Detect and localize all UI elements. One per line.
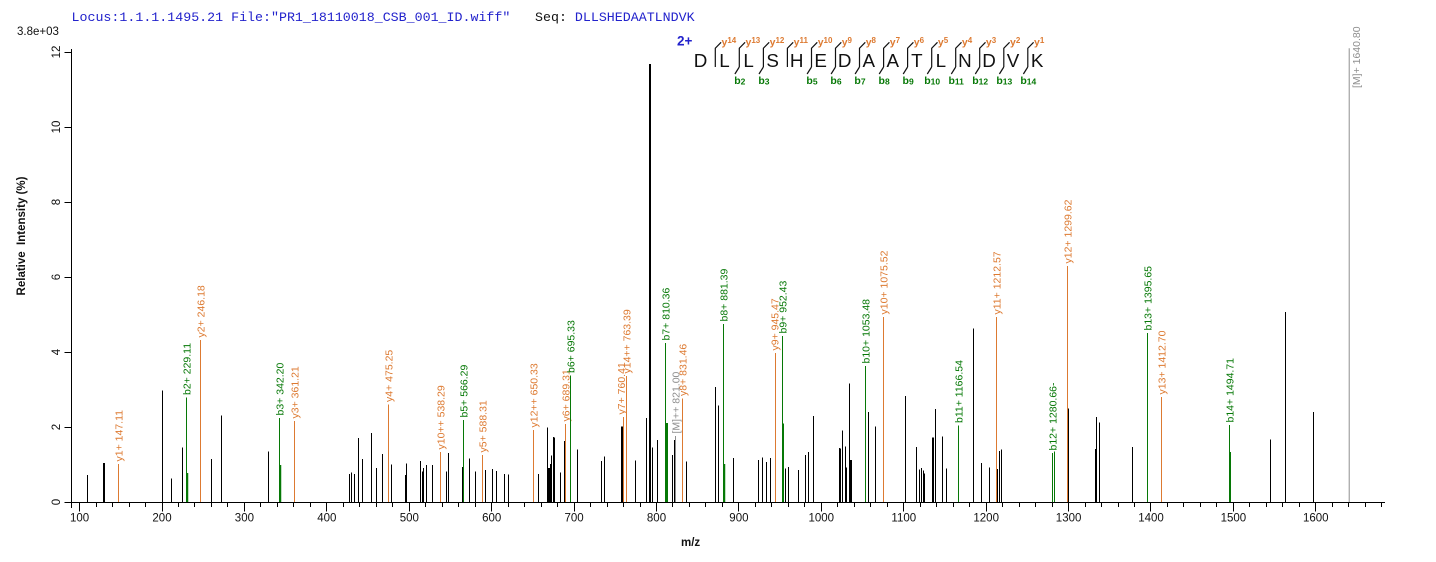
svg-text:b12: b12 xyxy=(972,75,988,87)
svg-text:L: L xyxy=(719,50,729,71)
svg-text:700: 700 xyxy=(565,513,584,525)
svg-text:y9+ 945.47: y9+ 945.47 xyxy=(770,298,782,350)
svg-text:DLLSHEDAATLNDVK: DLLSHEDAATLNDVK xyxy=(575,10,695,25)
svg-text:y2+ 246.18: y2+ 246.18 xyxy=(195,285,207,337)
svg-text:1300: 1300 xyxy=(1056,513,1082,525)
svg-text:y4: y4 xyxy=(962,36,973,49)
svg-text:A: A xyxy=(863,50,876,71)
svg-text:100: 100 xyxy=(70,513,89,525)
svg-text:b7+ 810.36: b7+ 810.36 xyxy=(660,287,672,340)
svg-text:E: E xyxy=(814,50,827,71)
svg-text:3.8e+03: 3.8e+03 xyxy=(17,26,59,38)
svg-text:1100: 1100 xyxy=(891,513,916,525)
svg-text:b13+ 1395.65: b13+ 1395.65 xyxy=(1142,266,1154,331)
svg-text:b12+ 1280.66-: b12+ 1280.66- xyxy=(1047,382,1059,451)
svg-text:y8+ 831.46: y8+ 831.46 xyxy=(677,344,689,396)
svg-text:Relative Intensity (%): Relative Intensity (%) xyxy=(16,176,28,295)
svg-text:6: 6 xyxy=(51,274,63,280)
svg-text:y5+ 588.31: y5+ 588.31 xyxy=(477,400,489,452)
svg-text:D: D xyxy=(694,50,708,71)
svg-text:8: 8 xyxy=(51,199,63,205)
svg-text:b10+ 1053.48: b10+ 1053.48 xyxy=(860,299,872,364)
svg-text:500: 500 xyxy=(400,513,419,525)
svg-text:b3: b3 xyxy=(758,75,769,87)
svg-text:600: 600 xyxy=(482,513,501,525)
svg-text:b11+ 1166.54: b11+ 1166.54 xyxy=(953,360,965,423)
svg-text:b3+ 342.20: b3+ 342.20 xyxy=(274,362,286,415)
svg-text:y10+ 1075.52: y10+ 1075.52 xyxy=(878,250,890,314)
svg-text:y1: y1 xyxy=(1034,36,1045,49)
svg-text:Seq:: Seq: xyxy=(535,10,567,25)
svg-text:b5+ 566.29: b5+ 566.29 xyxy=(458,364,470,417)
svg-text:1600: 1600 xyxy=(1303,513,1329,525)
svg-text:y6: y6 xyxy=(914,36,925,49)
svg-text:b8: b8 xyxy=(879,75,890,87)
svg-text:D: D xyxy=(982,50,996,71)
svg-text:V: V xyxy=(1007,50,1020,71)
svg-text:y2: y2 xyxy=(1010,36,1021,49)
svg-text:400: 400 xyxy=(317,513,336,525)
svg-text:b7: b7 xyxy=(854,75,865,87)
svg-text:b9: b9 xyxy=(903,75,914,87)
svg-text:b8+ 881.39: b8+ 881.39 xyxy=(718,268,730,321)
svg-text:y3+ 361.21: y3+ 361.21 xyxy=(289,366,301,418)
svg-text:y1+ 147.11: y1+ 147.11 xyxy=(113,410,125,462)
svg-text:y11+ 1212.57: y11+ 1212.57 xyxy=(991,251,1003,314)
svg-text:200: 200 xyxy=(152,513,171,525)
svg-text:S: S xyxy=(766,50,779,71)
svg-text:[M]++ 821.00: [M]++ 821.00 xyxy=(670,371,682,433)
svg-text:L: L xyxy=(936,50,946,71)
svg-text:1200: 1200 xyxy=(973,513,999,525)
svg-text:b9+ 952.43: b9+ 952.43 xyxy=(777,280,789,333)
svg-text:300: 300 xyxy=(235,513,254,525)
svg-text:D: D xyxy=(838,50,852,71)
svg-text:12: 12 xyxy=(51,46,63,59)
svg-text:y10++ 538.29: y10++ 538.29 xyxy=(435,385,447,449)
svg-text:y7: y7 xyxy=(890,36,901,49)
svg-text:[M]+ 1640.80: [M]+ 1640.80 xyxy=(1351,26,1363,88)
svg-text:H: H xyxy=(790,50,804,71)
svg-text:1000: 1000 xyxy=(809,513,835,525)
svg-text:900: 900 xyxy=(729,513,748,525)
svg-text:b11: b11 xyxy=(948,75,964,87)
svg-text:1500: 1500 xyxy=(1221,513,1247,525)
svg-text:Locus:1.1.1.1495.21 File:"PR1_: Locus:1.1.1.1495.21 File:"PR1_18110018_C… xyxy=(72,10,511,25)
svg-text:1400: 1400 xyxy=(1138,513,1164,525)
svg-text:10: 10 xyxy=(51,121,63,134)
svg-text:b2+ 229.11: b2+ 229.11 xyxy=(181,343,193,395)
svg-text:N: N xyxy=(958,50,972,71)
svg-text:800: 800 xyxy=(647,513,666,525)
svg-text:b5: b5 xyxy=(806,75,817,87)
svg-text:K: K xyxy=(1031,50,1044,71)
svg-text:b14+ 1494.71: b14+ 1494.71 xyxy=(1224,358,1236,423)
svg-text:2+: 2+ xyxy=(677,34,693,49)
svg-text:y7+ 760.41: y7+ 760.41 xyxy=(616,362,628,414)
svg-text:y14++ 763.39: y14++ 763.39 xyxy=(621,309,633,373)
svg-text:y13+ 1412.70: y13+ 1412.70 xyxy=(1156,330,1168,394)
svg-text:y3: y3 xyxy=(986,36,997,49)
svg-text:0: 0 xyxy=(51,499,63,505)
svg-text:y6+ 689.31: y6+ 689.31 xyxy=(560,369,572,421)
svg-text:b2: b2 xyxy=(734,75,745,87)
svg-text:y12+ 1299.62: y12+ 1299.62 xyxy=(1062,199,1074,263)
svg-text:b6+ 695.33: b6+ 695.33 xyxy=(565,320,577,373)
svg-text:m/z: m/z xyxy=(681,537,700,549)
svg-text:4: 4 xyxy=(51,348,63,355)
svg-text:b13: b13 xyxy=(996,75,1012,87)
svg-text:y4+ 475.25: y4+ 475.25 xyxy=(383,350,395,402)
svg-text:y8: y8 xyxy=(866,36,877,49)
svg-text:b6: b6 xyxy=(830,75,841,87)
svg-text:2: 2 xyxy=(51,424,63,430)
svg-text:T: T xyxy=(911,50,923,71)
svg-text:b14: b14 xyxy=(1020,75,1036,87)
svg-text:y12++ 650.33: y12++ 650.33 xyxy=(528,363,540,427)
svg-text:L: L xyxy=(743,50,753,71)
svg-text:b10: b10 xyxy=(924,75,940,87)
svg-text:y5: y5 xyxy=(938,36,949,49)
svg-text:A: A xyxy=(887,50,900,71)
svg-text:y9: y9 xyxy=(842,36,853,49)
